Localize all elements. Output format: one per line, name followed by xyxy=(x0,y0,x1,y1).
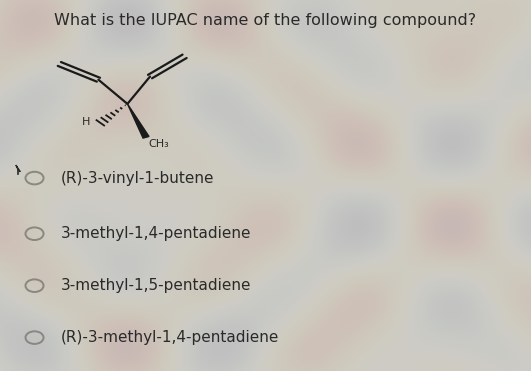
Text: (R)-3-vinyl-1-butene: (R)-3-vinyl-1-butene xyxy=(61,171,215,186)
Text: (R)-3-methyl-1,4-pentadiene: (R)-3-methyl-1,4-pentadiene xyxy=(61,330,279,345)
Text: What is the IUPAC name of the following compound?: What is the IUPAC name of the following … xyxy=(55,13,476,28)
Text: 3-methyl-1,5-pentadiene: 3-methyl-1,5-pentadiene xyxy=(61,278,252,293)
Text: 3-methyl-1,4-pentadiene: 3-methyl-1,4-pentadiene xyxy=(61,226,252,241)
Text: H: H xyxy=(82,118,90,127)
Polygon shape xyxy=(16,165,20,172)
Polygon shape xyxy=(127,104,149,138)
Text: CH₃: CH₃ xyxy=(149,139,169,149)
